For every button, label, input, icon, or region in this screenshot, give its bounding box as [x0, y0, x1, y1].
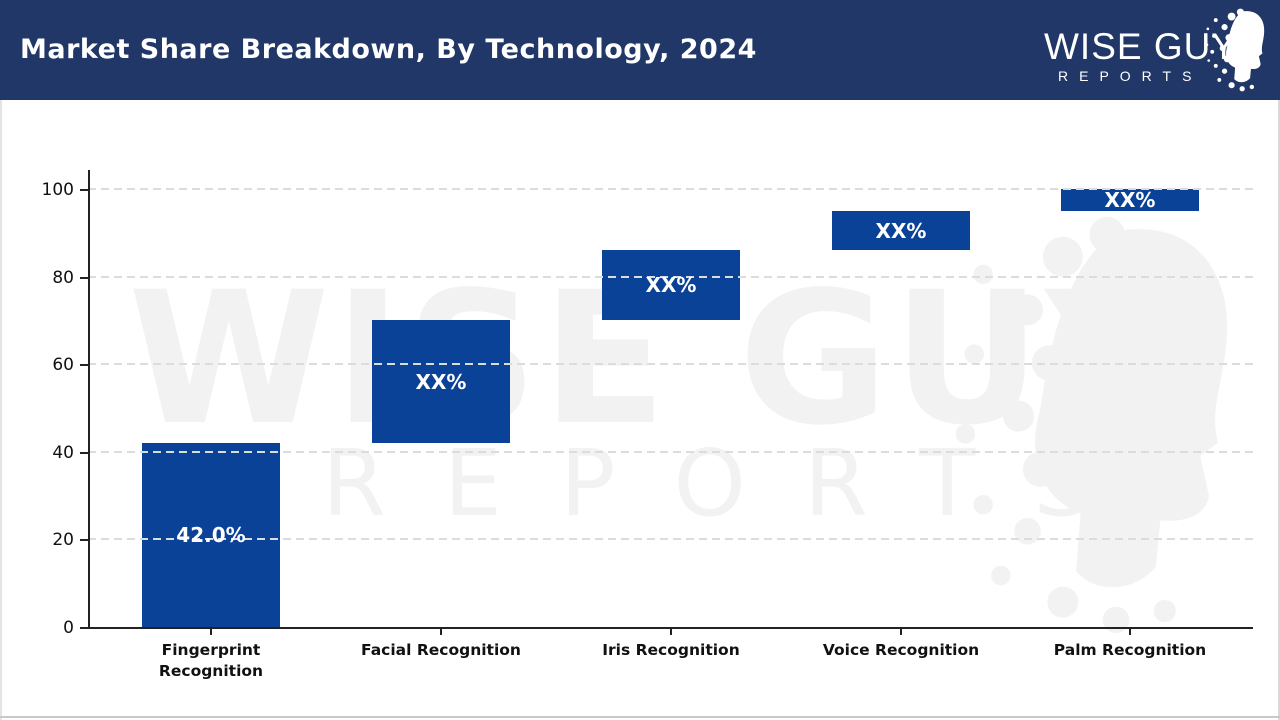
y-tick-mark: [80, 276, 88, 279]
bar-value-label: XX%: [415, 369, 467, 394]
x-tick-mark: [900, 629, 902, 635]
logo-subtitle: REPORTS: [1058, 68, 1203, 84]
x-tick-mark: [440, 629, 442, 635]
page-border-left: [0, 100, 2, 720]
wise-guy-head-icon: [1205, 8, 1265, 92]
bar-facial-recognition: [372, 320, 510, 444]
gridline-100: [88, 188, 1253, 190]
y-tick-mark: [80, 627, 88, 629]
gridline-40: [88, 450, 1253, 453]
bar-value-label: XX%: [875, 218, 927, 243]
y-tick-mark: [80, 189, 88, 191]
y-tick-label: 60: [52, 355, 74, 376]
category-label-facial-recognition: Facial Recognition: [361, 641, 521, 659]
logo-wordmark: WISE GUY: [1044, 26, 1238, 67]
watermark-head-icon: [955, 216, 1228, 634]
category-label-voice-recognition: Voice Recognition: [822, 641, 980, 659]
bar-iris-recognition: [602, 250, 740, 321]
gridline-80: [88, 275, 1253, 278]
category-label-palm-recognition: Palm Recognition: [1053, 641, 1207, 659]
bar-fingerprint-recognition: [142, 443, 280, 627]
category-label-fingerprint-recognition: Fingerprint Recognition: [158, 641, 264, 680]
bar-voice-recognition: [832, 210, 970, 251]
y-tick-label: 20: [52, 530, 74, 551]
y-tick-mark: [80, 364, 88, 367]
y-tick-label: 0: [63, 618, 74, 638]
x-tick-mark: [670, 629, 672, 635]
y-axis-line: [88, 170, 90, 629]
wise-guy-logo: WISE GUY REPORTS: [1000, 0, 1270, 100]
y-tick-label: 40: [52, 442, 74, 463]
chart: WISE GUY REPORTS 42.0% XX% XX% XX% XX% 0 20 40 6…: [0, 100, 1280, 720]
y-tick-label: 80: [52, 267, 74, 288]
y-tick-mark: [80, 539, 88, 542]
page-border-bottom: [0, 716, 1280, 718]
y-tick-label: 100: [41, 180, 74, 200]
x-tick-mark: [1129, 629, 1131, 635]
x-axis-line: [88, 627, 1253, 629]
gridline-60: [88, 363, 1253, 366]
bar-value-label: XX%: [1104, 187, 1156, 212]
x-tick-mark: [210, 629, 212, 635]
gridline-20: [88, 538, 1253, 541]
page-border-right: [1278, 100, 1280, 720]
y-tick-mark: [80, 451, 88, 454]
category-label-iris-recognition: Iris Recognition: [602, 641, 740, 659]
bar-value-label: XX%: [645, 273, 697, 298]
header-banner: Market Share Breakdown, By Technology, 2…: [0, 0, 1280, 100]
bar-palm-recognition: [1061, 189, 1199, 211]
page-title: Market Share Breakdown, By Technology, 2…: [20, 34, 757, 65]
bar-value-label: 42.0%: [176, 523, 246, 548]
